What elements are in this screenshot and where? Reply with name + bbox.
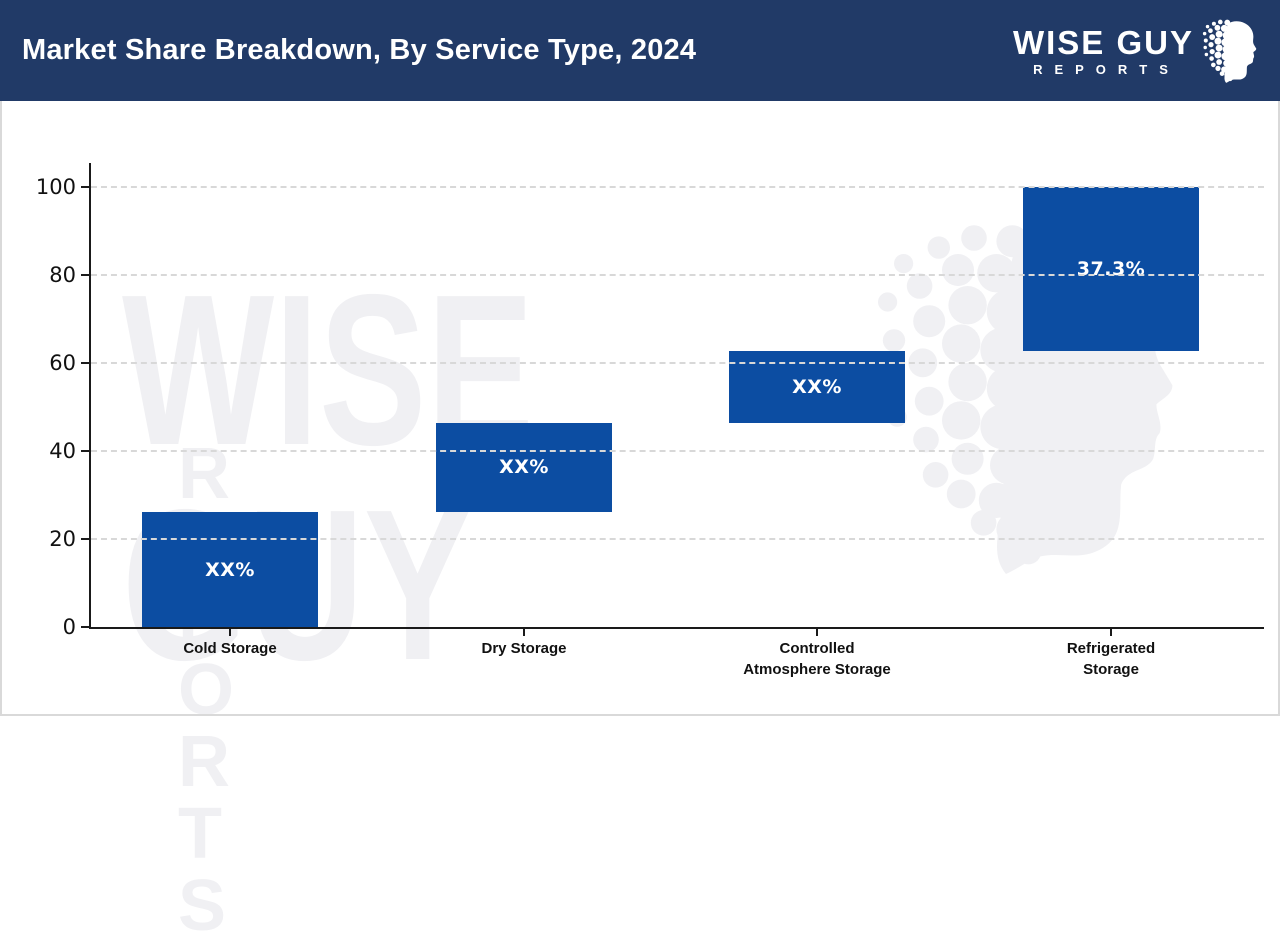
x-axis-label-line: Controlled	[779, 640, 855, 657]
y-tick-label-40: 40	[49, 439, 76, 463]
y-tick-label-80: 80	[49, 263, 76, 287]
x-axis-label-line: Dry Storage	[481, 640, 567, 657]
x-axis-label-line: Cold Storage	[183, 640, 277, 657]
y-axis-line	[89, 163, 91, 629]
y-tick-mark-20	[81, 538, 89, 540]
gridline-60	[91, 362, 1264, 364]
x-axis-label-line: Refrigerated	[1066, 640, 1156, 657]
x-axis-label-cold-storage: Cold Storage	[110, 638, 350, 659]
page-border-right	[1278, 101, 1280, 716]
y-tick-label-100: 100	[35, 175, 76, 199]
x-axis-label-line: Atmosphere Storage	[743, 661, 891, 678]
waterfall-chart: 0 20 40 60 80 100 XX% Cold Storage XX% Dry Storag…	[35, 163, 1264, 680]
gridline-80	[91, 274, 1264, 276]
gridline-40	[91, 450, 1264, 452]
y-tick-label-20: 20	[49, 527, 76, 551]
x-axis-label-line: Storage	[1083, 661, 1139, 678]
x-tick-mark-cold-storage	[229, 629, 231, 636]
logo-wiseguy-label: WISE GUY	[1012, 23, 1194, 61]
x-axis-label-refrigerated-storage: Refrigerated Storage	[991, 638, 1231, 680]
x-tick-mark-controlled-atmosphere-storage	[816, 629, 818, 636]
y-tick-mark-60	[81, 362, 89, 364]
x-axis-line	[89, 627, 1264, 629]
chart-title: Market Share Breakdown, By Service Type,…	[22, 34, 697, 66]
gridline-20	[91, 538, 1264, 540]
y-tick-mark-40	[81, 450, 89, 452]
y-tick-mark-0	[81, 626, 89, 628]
x-axis-label-controlled-atmosphere-storage: Controlled Atmosphere Storage	[697, 638, 937, 680]
header-bar: Market Share Breakdown, By Service Type,…	[0, 0, 1280, 101]
gridline-100	[91, 186, 1264, 188]
bar-refrigerated-storage: 37.3%	[1023, 187, 1199, 352]
bar-cold-storage: XX%	[142, 512, 318, 627]
y-tick-mark-80	[81, 274, 89, 276]
bar-value-label-cold-storage: XX%	[205, 558, 255, 581]
page-border-left	[0, 101, 2, 716]
bar-value-label-dry-storage: XX%	[499, 456, 549, 479]
y-tick-label-0: 0	[62, 615, 76, 639]
x-tick-mark-refrigerated-storage	[1110, 629, 1112, 636]
wiseguy-logo: WISE GUY REPORTS	[1013, 11, 1258, 91]
logo-head-icon	[1202, 19, 1257, 83]
x-tick-mark-dry-storage	[523, 629, 525, 636]
x-axis-label-dry-storage: Dry Storage	[404, 638, 644, 659]
bar-dry-storage: XX%	[436, 422, 612, 513]
y-tick-label-60: 60	[49, 351, 76, 375]
bar-value-label-refrigerated-storage: 37.3%	[1076, 258, 1146, 281]
y-tick-mark-100	[81, 186, 89, 188]
bar-value-label-controlled-atmosphere-storage: XX%	[792, 375, 842, 398]
wiseguy-logo-text: WISE GUY REPORTS	[1013, 26, 1194, 76]
page-border-bottom	[0, 714, 1280, 716]
logo-reports-label: REPORTS	[1033, 61, 1180, 77]
